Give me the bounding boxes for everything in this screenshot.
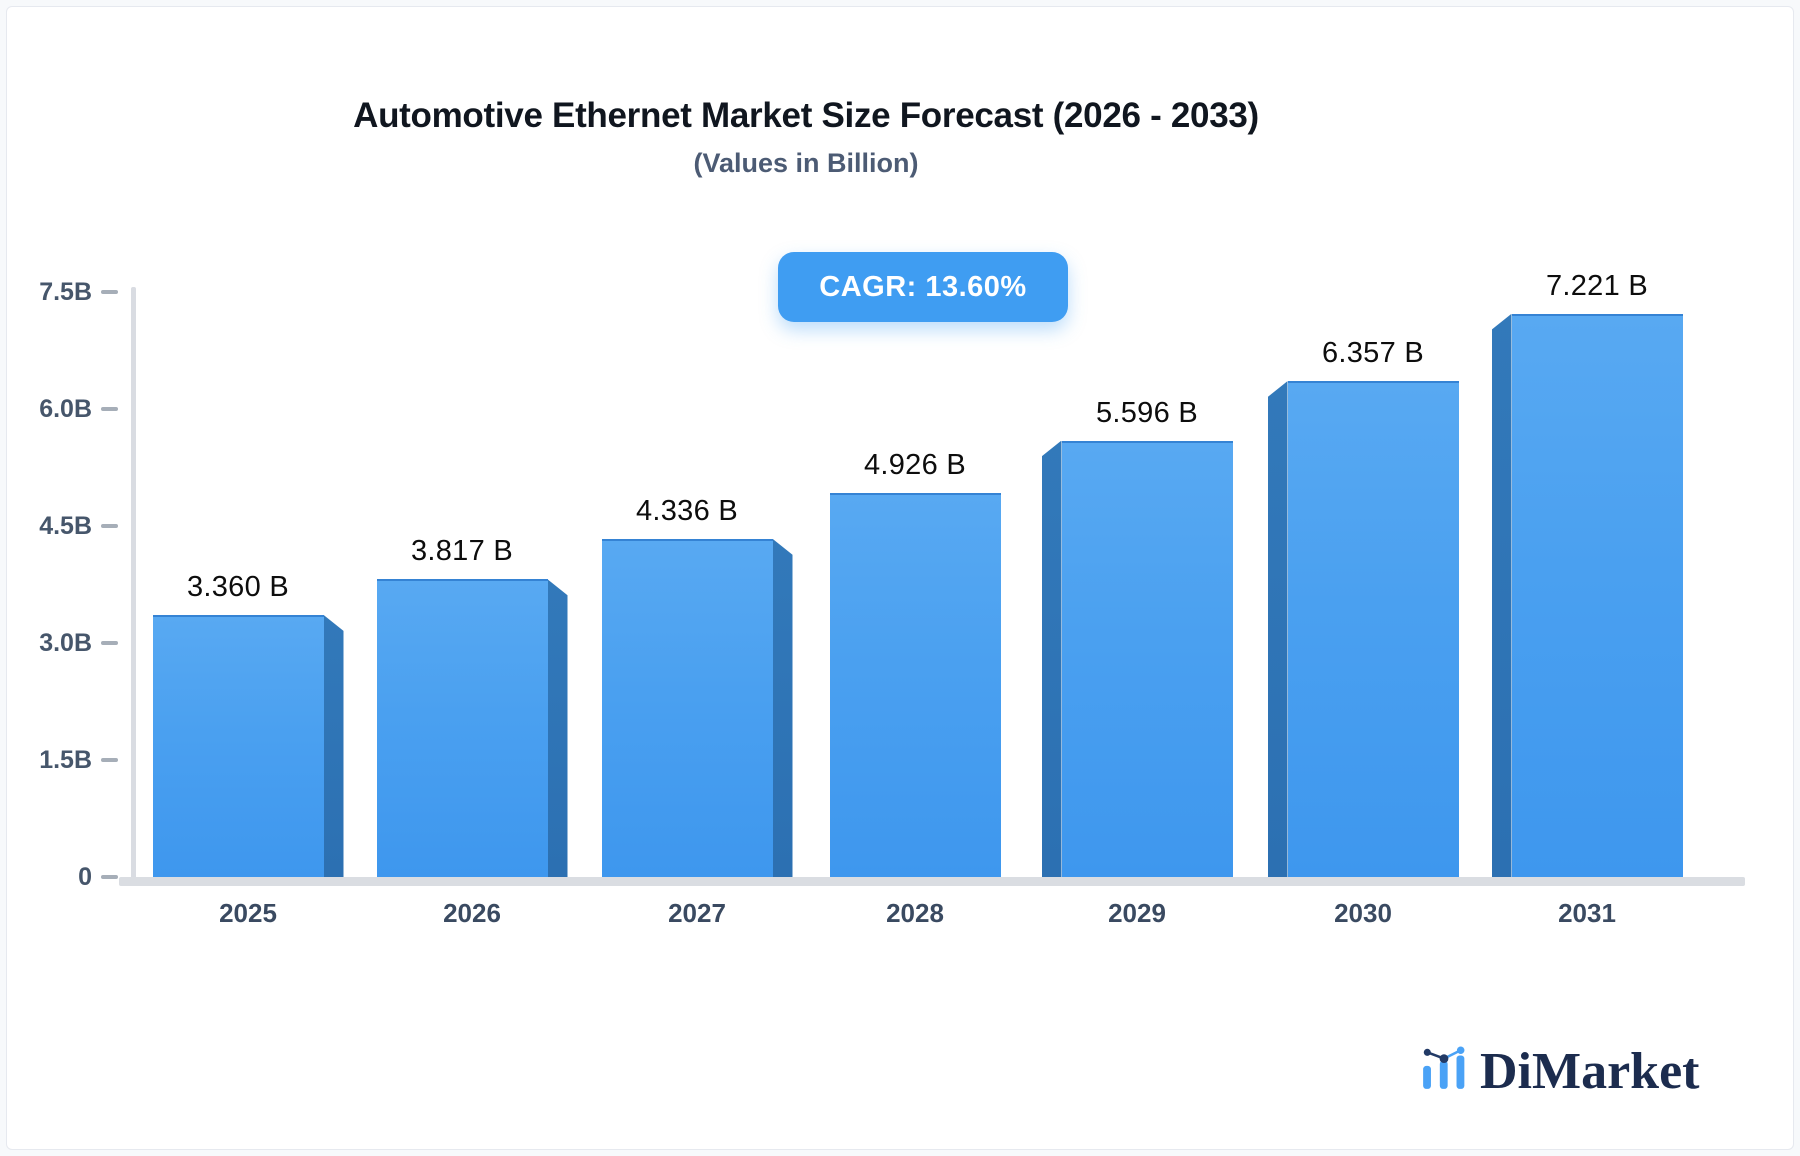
y-axis-label: 1.5B: [39, 746, 92, 774]
y-axis-tick: [101, 524, 118, 528]
y-axis-label: 0: [78, 863, 92, 891]
y-axis-label: 4.5B: [39, 512, 92, 540]
bar-side: [772, 538, 793, 877]
bar-side: [1491, 313, 1512, 877]
bar: [829, 492, 1001, 877]
y-axis-line: [131, 287, 136, 882]
bar-value-label: 7.221 B: [1545, 269, 1649, 302]
y-axis-tick: [101, 290, 118, 294]
bar-value-label: 5.596 B: [1095, 396, 1199, 429]
x-axis-label: 2028: [886, 898, 944, 928]
chart-title: Automotive Ethernet Market Size Forecast…: [353, 96, 1259, 135]
x-axis-label: 2030: [1334, 898, 1392, 928]
bar-value-label: 3.817 B: [410, 535, 514, 568]
bar-side: [547, 579, 568, 877]
bar: [601, 538, 773, 877]
bar-side: [1041, 440, 1062, 877]
x-axis-line: [119, 877, 1745, 886]
y-axis-tick: [101, 875, 118, 879]
x-axis-label: 2031: [1558, 898, 1616, 928]
bar: [376, 579, 548, 877]
bar: [152, 614, 324, 877]
bar: [1511, 313, 1683, 877]
bar-value-label: 3.360 B: [186, 570, 290, 603]
x-axis-label: 2025: [219, 898, 277, 928]
y-axis-label: 6.0B: [39, 395, 92, 423]
brand-name: DiMarket: [1480, 1043, 1700, 1100]
bar-chart-logo-icon: [1420, 1046, 1468, 1095]
bar: [1287, 381, 1459, 877]
x-axis-label: 2027: [668, 898, 726, 928]
y-axis-tick: [101, 407, 118, 411]
x-axis-label: 2029: [1108, 898, 1166, 928]
y-axis-tick: [101, 641, 118, 645]
y-axis-label: 3.0B: [39, 629, 92, 657]
bar-side: [1267, 381, 1288, 877]
cagr-badge: CAGR: 13.60%: [778, 252, 1068, 322]
bar-value-label: 4.336 B: [635, 494, 739, 527]
bar: [1061, 440, 1233, 877]
y-axis-label: 7.5B: [39, 278, 92, 306]
bar-side: [323, 614, 344, 877]
bar-value-label: 6.357 B: [1321, 337, 1425, 370]
chart-subtitle: (Values in Billion): [693, 148, 919, 178]
x-axis-label: 2026: [443, 898, 501, 928]
brand-logo: DiMarket: [1420, 1043, 1700, 1100]
bar-value-label: 4.926 B: [863, 448, 967, 481]
y-axis-tick: [101, 758, 118, 762]
